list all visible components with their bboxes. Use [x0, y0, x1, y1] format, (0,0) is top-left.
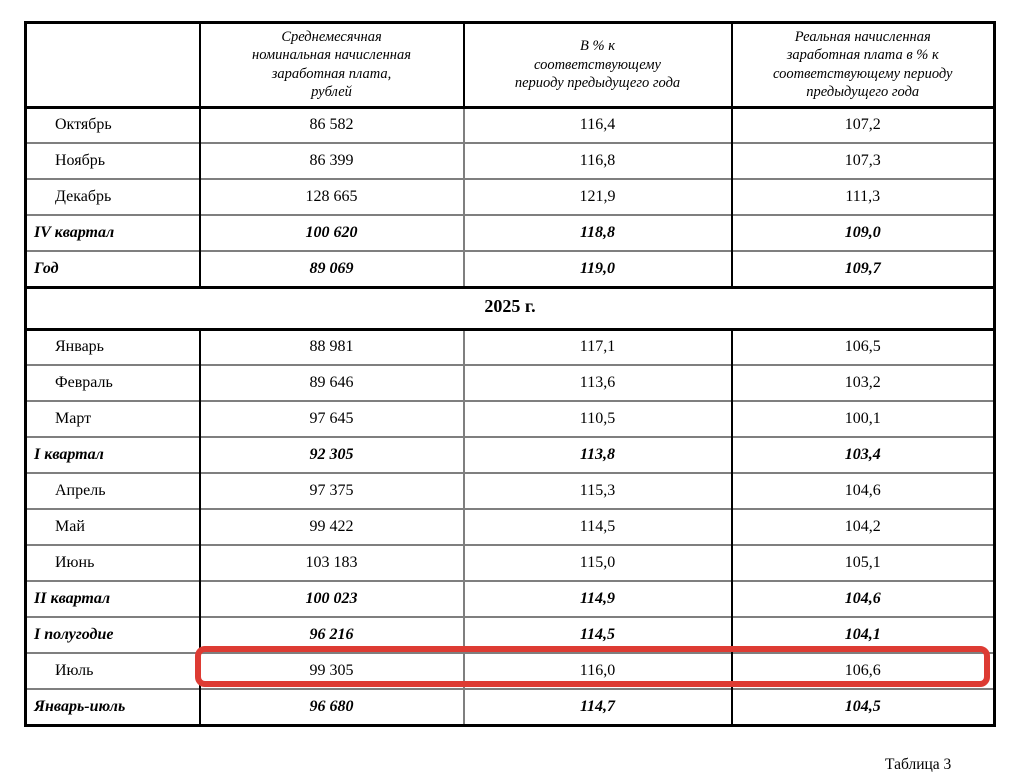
- nominal-wage-cell: 96 216: [198, 616, 464, 654]
- header-period-column: [25, 22, 200, 109]
- table-row: I квартал 92 305 113,8 103,4: [25, 436, 995, 474]
- table-row: Июнь 103 183 115,0 105,1: [25, 544, 995, 582]
- nominal-wage-cell: 100 023: [198, 580, 464, 618]
- header-nominal-wage-column: Среднемесячная номинальная начисленная з…: [198, 22, 464, 109]
- table-row: IV квартал 100 620 118,8 109,0: [25, 214, 995, 252]
- real-wage-pct-cell: 100,1: [730, 400, 995, 438]
- nominal-wage-cell: 103 183: [198, 544, 464, 582]
- nominal-wage-cell: 89 646: [198, 364, 464, 402]
- table-row: Апрель 97 375 115,3 104,6: [25, 472, 995, 510]
- period-cell: Декабрь: [25, 178, 200, 216]
- nominal-wage-cell: 88 981: [198, 328, 464, 366]
- table-row: Январь-июль 96 680 114,7 104,5: [25, 688, 995, 726]
- nominal-wage-cell: 99 422: [198, 508, 464, 546]
- nominal-wage-cell: 86 582: [198, 106, 464, 144]
- real-wage-pct-cell: 104,6: [730, 472, 995, 510]
- pct-prev-year-cell: 114,7: [462, 688, 732, 726]
- nominal-wage-cell: 96 680: [198, 688, 464, 726]
- real-wage-pct-cell: 103,4: [730, 436, 995, 474]
- pct-prev-year-cell: 115,3: [462, 472, 732, 510]
- period-cell: I полугодие: [25, 616, 200, 654]
- table-row: Январь 88 981 117,1 106,5: [25, 328, 995, 366]
- pct-prev-year-cell: 114,5: [462, 616, 732, 654]
- real-wage-pct-cell: 105,1: [730, 544, 995, 582]
- pct-prev-year-cell: 121,9: [462, 178, 732, 216]
- period-cell: Январь: [25, 328, 200, 366]
- real-wage-pct-cell: 104,5: [730, 688, 995, 726]
- table-row: I полугодие 96 216 114,5 104,1: [25, 616, 995, 654]
- period-cell: Март: [25, 400, 200, 438]
- pct-prev-year-cell: 115,0: [462, 544, 732, 582]
- pct-prev-year-cell: 118,8: [462, 214, 732, 252]
- nominal-wage-cell: 100 620: [198, 214, 464, 252]
- pct-prev-year-cell: 114,5: [462, 508, 732, 546]
- header-row: Среднемесячная номинальная начисленная з…: [25, 22, 995, 109]
- pct-prev-year-cell: 116,4: [462, 106, 732, 144]
- period-cell: Февраль: [25, 364, 200, 402]
- nominal-wage-cell: 86 399: [198, 142, 464, 180]
- period-cell: Июнь: [25, 544, 200, 582]
- nominal-wage-cell: 99 305: [198, 652, 464, 690]
- nominal-wage-cell: 97 375: [198, 472, 464, 510]
- period-cell: Ноябрь: [25, 142, 200, 180]
- table-row: Март 97 645 110,5 100,1: [25, 400, 995, 438]
- real-wage-pct-cell: 111,3: [730, 178, 995, 216]
- table-row: Год 89 069 119,0 109,7: [25, 250, 995, 288]
- real-wage-pct-cell: 104,6: [730, 580, 995, 618]
- table-row: Ноябрь 86 399 116,8 107,3: [25, 142, 995, 180]
- table-row: Июль 99 305 116,0 106,6: [25, 652, 995, 690]
- table-row: Октябрь 86 582 116,4 107,2: [25, 106, 995, 144]
- section-row: 2025 г.: [25, 285, 995, 331]
- nominal-wage-cell: 92 305: [198, 436, 464, 474]
- pct-prev-year-cell: 110,5: [462, 400, 732, 438]
- period-cell: IV квартал: [25, 214, 200, 252]
- pct-prev-year-cell: 119,0: [462, 250, 732, 288]
- real-wage-pct-cell: 106,6: [730, 652, 995, 690]
- section-year-label: 2025 г.: [25, 285, 995, 331]
- period-cell: Апрель: [25, 472, 200, 510]
- real-wage-pct-cell: 107,3: [730, 142, 995, 180]
- header-real-wage-pct-column: Реальная начисленная заработная плата в …: [730, 22, 995, 109]
- nominal-wage-cell: 97 645: [198, 400, 464, 438]
- period-cell: Июль: [25, 652, 200, 690]
- real-wage-pct-cell: 107,2: [730, 106, 995, 144]
- real-wage-pct-cell: 104,2: [730, 508, 995, 546]
- pct-prev-year-cell: 116,0: [462, 652, 732, 690]
- pct-prev-year-cell: 113,6: [462, 364, 732, 402]
- table-row: II квартал 100 023 114,9 104,6: [25, 580, 995, 618]
- pct-prev-year-cell: 117,1: [462, 328, 732, 366]
- period-cell: Январь-июль: [25, 688, 200, 726]
- period-cell: II квартал: [25, 580, 200, 618]
- period-cell: Год: [25, 250, 200, 288]
- real-wage-pct-cell: 106,5: [730, 328, 995, 366]
- nominal-wage-cell: 128 665: [198, 178, 464, 216]
- real-wage-pct-cell: 104,1: [730, 616, 995, 654]
- period-cell: Май: [25, 508, 200, 546]
- wage-statistics-table: Среднемесячная номинальная начисленная з…: [24, 21, 996, 727]
- table-row: Февраль 89 646 113,6 103,2: [25, 364, 995, 402]
- real-wage-pct-cell: 109,0: [730, 214, 995, 252]
- real-wage-pct-cell: 109,7: [730, 250, 995, 288]
- table-caption: Таблица 3: [885, 756, 952, 773]
- period-cell: I квартал: [25, 436, 200, 474]
- table-row: Декабрь 128 665 121,9 111,3: [25, 178, 995, 216]
- table-body: Октябрь 86 582 116,4 107,2 Ноябрь 86 399 116,8…: [25, 106, 995, 726]
- header-pct-prev-year-column: В % к соответствующему периоду предыдуще…: [462, 22, 732, 109]
- nominal-wage-cell: 89 069: [198, 250, 464, 288]
- real-wage-pct-cell: 103,2: [730, 364, 995, 402]
- pct-prev-year-cell: 116,8: [462, 142, 732, 180]
- pct-prev-year-cell: 114,9: [462, 580, 732, 618]
- table-row: Май 99 422 114,5 104,2: [25, 508, 995, 546]
- pct-prev-year-cell: 113,8: [462, 436, 732, 474]
- period-cell: Октябрь: [25, 106, 200, 144]
